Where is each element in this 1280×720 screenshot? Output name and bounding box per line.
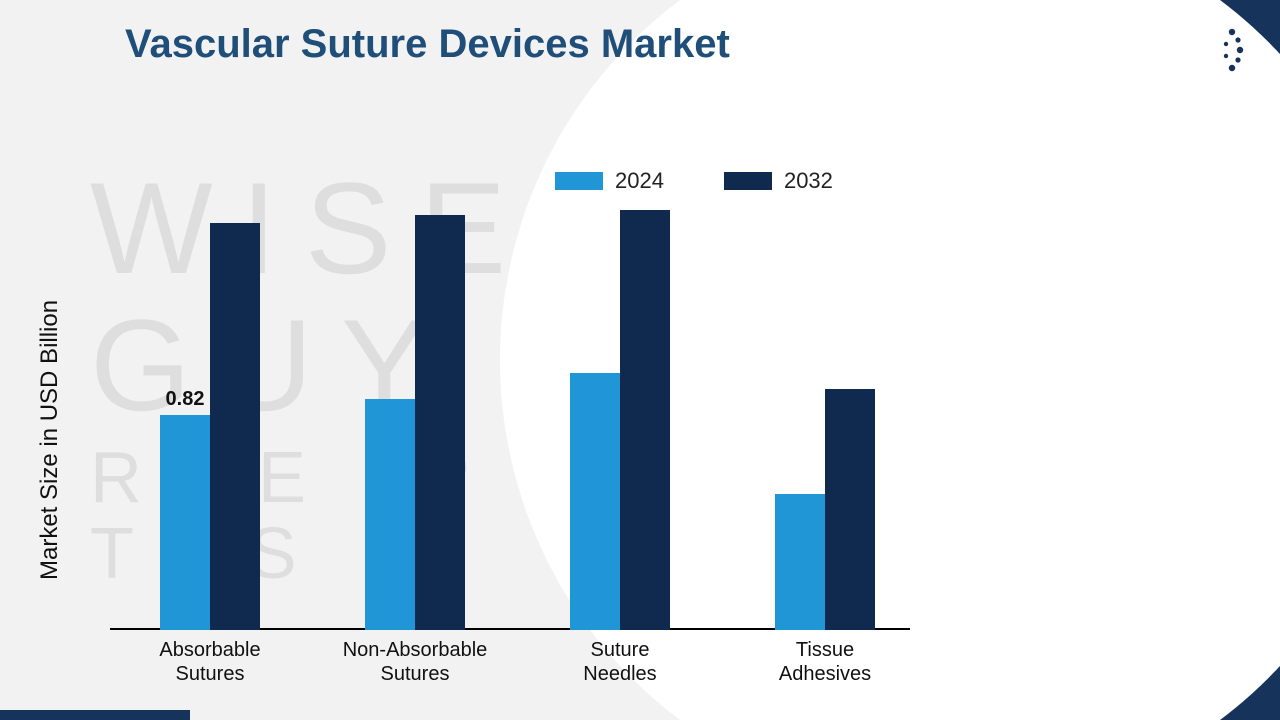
x-axis-category-label: Non-AbsorbableSutures — [325, 630, 505, 686]
bar-group: TissueAdhesives — [735, 389, 915, 631]
chart-title: Vascular Suture Devices Market — [125, 22, 730, 67]
bar-group: SutureNeedles — [530, 210, 710, 630]
bar-2024 — [775, 494, 825, 631]
brand-line1: WISE GUY — [951, 26, 1178, 58]
legend-label-2032: 2032 — [784, 168, 833, 194]
brand-logo: WISE GUY R E P O R T S — [951, 18, 1252, 82]
bar-2032 — [620, 210, 670, 630]
y-axis-label: Market Size in USD Billion — [36, 300, 64, 580]
bar-2032 — [825, 389, 875, 631]
bar-2032 — [415, 215, 465, 630]
brand-text: WISE GUY R E P O R T S — [951, 26, 1178, 73]
x-axis-category-label: SutureNeedles — [530, 630, 710, 686]
legend-swatch-2032 — [724, 172, 772, 190]
brand-head-icon — [1188, 18, 1252, 82]
legend-swatch-2024 — [555, 172, 603, 190]
bar-group: AbsorbableSutures — [120, 223, 300, 630]
bar-2024 — [160, 415, 210, 630]
bar-group: Non-AbsorbableSutures — [325, 215, 505, 630]
x-axis-category-label: AbsorbableSutures — [120, 630, 300, 686]
plot-area: AbsorbableSuturesNon-AbsorbableSuturesSu… — [110, 210, 910, 630]
bar-2032 — [210, 223, 260, 630]
legend-label-2024: 2024 — [615, 168, 664, 194]
bar-value-label: 0.82 — [166, 388, 205, 411]
legend-item-2032: 2032 — [724, 168, 833, 194]
bar-2024 — [570, 373, 620, 630]
content-layer: Vascular Suture Devices Market WISE GUY … — [0, 0, 1280, 720]
x-axis-category-label: TissueAdhesives — [735, 630, 915, 686]
legend: 2024 2032 — [555, 168, 833, 194]
bar-2024 — [365, 399, 415, 630]
brand-line2: R E P O R T S — [951, 58, 1178, 74]
legend-item-2024: 2024 — [555, 168, 664, 194]
chart-canvas: WISE GUY R E P O R T S Vascular Suture D… — [0, 0, 1280, 720]
bottom-accent-bar — [0, 710, 190, 720]
